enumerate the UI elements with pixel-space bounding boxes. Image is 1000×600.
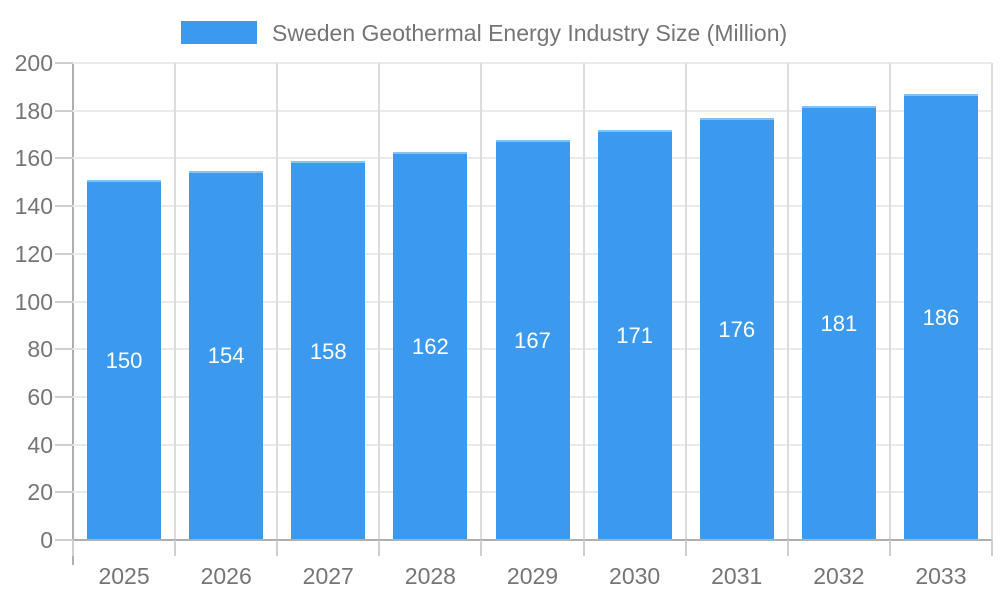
y-axis-tick [55,109,73,112]
x-axis-tick [991,540,993,556]
bar[interactable] [597,130,672,540]
x-axis-tick [72,540,74,556]
x-axis-tick-label: 2028 [404,563,456,589]
v-gridline [378,63,381,540]
y-axis-tick-label: 0 [40,527,53,553]
x-axis-tick [888,540,891,556]
x-axis-tick-label: 2031 [711,563,763,589]
bar[interactable] [801,106,876,540]
bar-value-label: 176 [718,317,756,343]
h-gridline [73,109,992,112]
y-axis-tick-label: 140 [14,193,53,220]
y-axis-tick [55,491,73,494]
x-axis-tick [786,540,789,556]
y-axis-tick-label: 200 [14,50,53,76]
legend-swatch-icon[interactable] [181,21,257,44]
bar-value-label: 186 [922,305,960,331]
y-axis-tick-label: 120 [14,240,53,267]
y-axis-tick-label: 180 [14,97,53,124]
bar-value-label: 167 [514,327,551,353]
x-axis-tick [174,540,177,556]
y-axis-tick-label: 20 [27,479,53,506]
v-gridline [276,63,279,540]
y-axis-line [72,63,74,565]
v-gridline [786,63,789,540]
bar-value-label: 150 [105,348,143,374]
h-gridline [73,62,992,64]
y-axis-tick-label: 100 [14,288,53,315]
bar[interactable] [189,170,264,540]
v-gridline [582,63,585,540]
bar-value-label: 181 [820,311,858,337]
x-axis-tick-label: 2033 [915,563,967,589]
y-axis-tick [55,252,73,255]
bar-value-label: 171 [616,323,653,349]
v-gridline [684,63,687,540]
v-gridline [480,63,483,540]
y-axis-tick [55,443,73,446]
x-axis-tick [276,540,279,556]
x-axis-tick [378,540,381,556]
x-axis-tick-label: 2030 [609,563,661,589]
v-gridline [991,63,993,540]
y-axis-tick-label: 40 [27,431,53,458]
y-axis-tick [55,395,73,398]
bar[interactable] [699,118,774,540]
bar[interactable] [495,139,570,540]
bar[interactable] [291,161,366,540]
bar[interactable] [393,151,468,540]
bar-value-label: 154 [207,343,245,369]
x-axis-tick-label: 2026 [200,563,252,589]
v-gridline [174,63,177,540]
plot-area: 150 154 158 162 167 171 176 181 186 [73,62,993,540]
x-axis-tick-label: 2032 [813,563,865,589]
y-axis-tick [55,348,73,351]
x-axis-tick-label: 2025 [98,563,150,589]
legend-label[interactable]: Sweden Geothermal Energy Industry Size (… [272,20,788,46]
y-axis-tick [55,62,73,64]
y-axis-tick [55,157,73,160]
y-axis-tick-label: 80 [27,336,53,363]
x-axis-tick [582,540,585,556]
x-axis-tick [684,540,687,556]
y-axis-tick-label: 160 [14,145,53,172]
y-axis-tick-label: 60 [27,383,53,410]
y-axis-tick [55,205,73,208]
x-axis-tick-label: 2027 [302,563,354,589]
v-gridline [888,63,891,540]
bar[interactable] [903,94,978,540]
bar-value-label: 158 [309,338,347,364]
y-axis-tick [55,539,73,541]
y-axis-tick [55,300,73,303]
bar[interactable] [87,180,162,540]
bar-value-label: 162 [412,333,449,359]
x-axis-tick [480,540,483,556]
x-axis-line [55,539,992,541]
x-axis-tick-label: 2029 [506,563,559,589]
